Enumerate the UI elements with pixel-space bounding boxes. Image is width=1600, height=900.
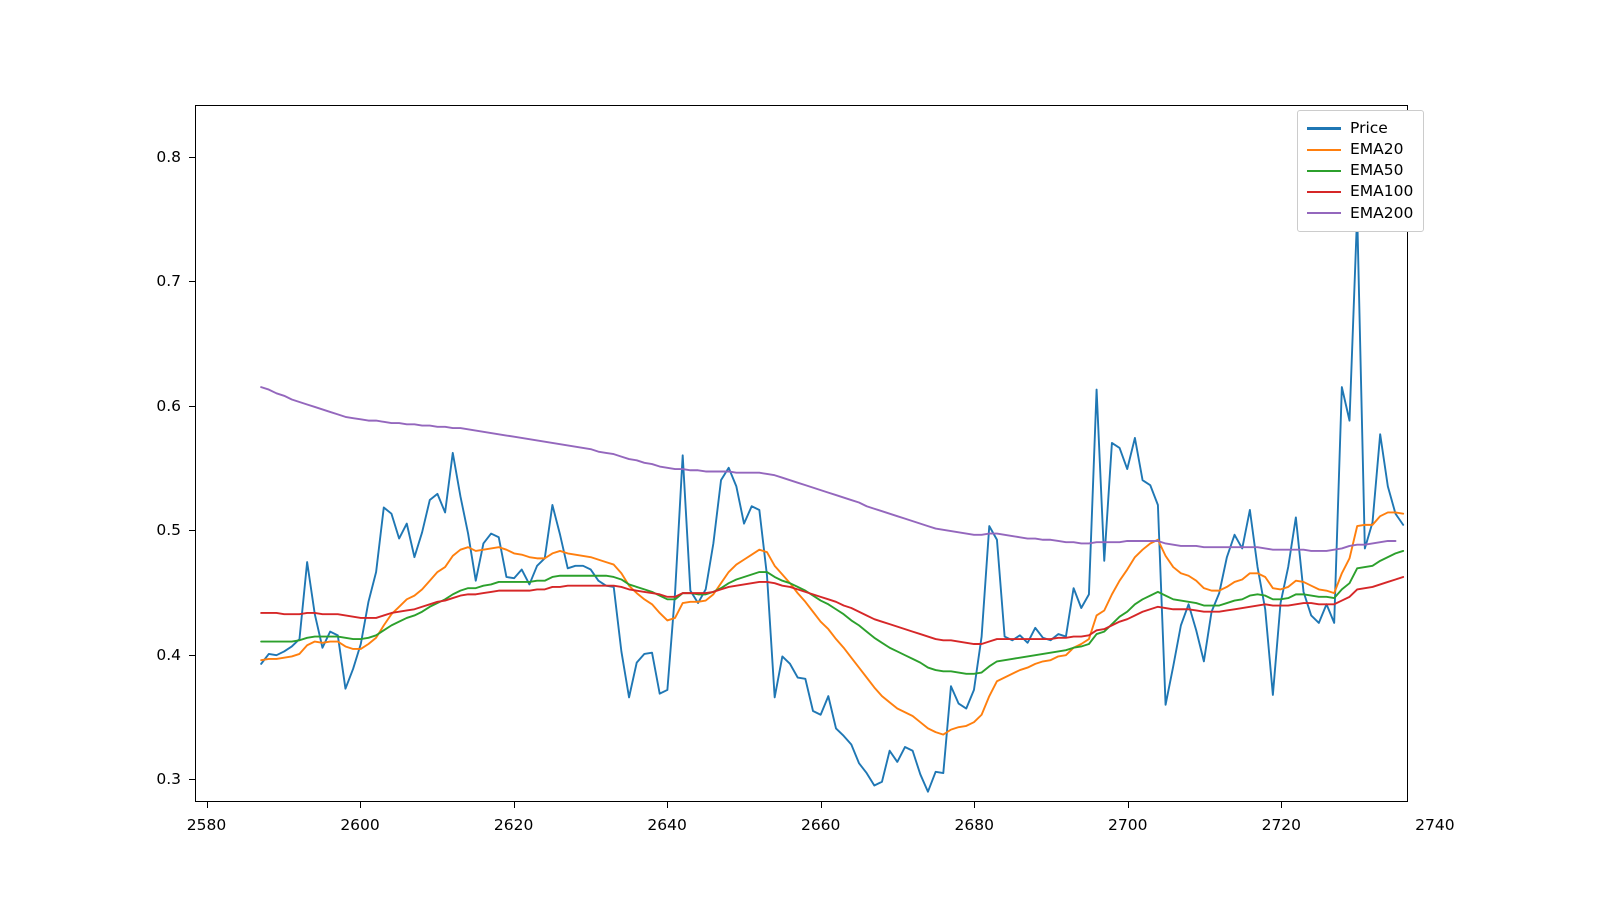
legend-entry[interactable]: EMA20 — [1307, 139, 1413, 160]
x-tick-label: 2660 — [800, 816, 841, 834]
y-tick-label: 0.5 — [156, 521, 181, 540]
plot-lines — [196, 106, 1407, 801]
chart-legend: Price EMA20 EMA50 EMA100 EMA200 — [1297, 110, 1425, 232]
x-tick-label: 2640 — [647, 816, 687, 834]
y-tick-label: 0.4 — [156, 645, 181, 664]
legend-color-swatch — [1307, 127, 1341, 130]
x-tick-label: 2680 — [954, 816, 994, 834]
series-line-price — [261, 213, 1403, 791]
plot-area — [195, 105, 1408, 802]
legend-label: EMA200 — [1350, 203, 1414, 222]
y-tick-label: 0.6 — [156, 396, 181, 415]
x-tick-mark — [1281, 802, 1283, 808]
x-tick-mark — [1127, 802, 1129, 808]
legend-color-swatch — [1307, 212, 1341, 215]
legend-entry[interactable]: Price — [1307, 118, 1413, 139]
series-line-ema100 — [261, 577, 1403, 644]
y-tick-mark — [189, 281, 195, 283]
y-tick-label: 0.7 — [156, 272, 181, 291]
x-tick-label: 2620 — [493, 816, 534, 834]
y-tick-mark — [189, 156, 195, 158]
legend-color-swatch — [1307, 148, 1341, 151]
x-tick-mark — [667, 802, 669, 808]
y-tick-label: 0.8 — [156, 147, 181, 166]
x-tick-mark — [513, 802, 515, 808]
y-tick-mark — [189, 654, 195, 656]
x-tick-label: 2580 — [186, 816, 227, 834]
legend-label: EMA20 — [1350, 140, 1404, 159]
legend-color-swatch — [1307, 191, 1341, 194]
legend-label: Price — [1350, 118, 1388, 137]
series-line-ema20 — [261, 512, 1403, 734]
x-tick-label: 2700 — [1108, 816, 1148, 834]
legend-entry[interactable]: EMA200 — [1307, 203, 1413, 224]
legend-entry[interactable]: EMA100 — [1307, 182, 1413, 203]
legend-label: EMA50 — [1350, 161, 1404, 180]
legend-color-swatch — [1307, 169, 1341, 173]
x-tick-mark — [206, 802, 208, 808]
x-tick-mark — [974, 802, 976, 808]
y-tick-mark — [189, 530, 195, 532]
y-tick-mark — [189, 405, 195, 407]
x-tick-mark — [820, 802, 822, 808]
legend-label: EMA100 — [1350, 182, 1414, 201]
y-tick-label: 0.3 — [156, 769, 181, 788]
x-tick-label: 2740 — [1415, 816, 1455, 834]
series-line-ema50 — [261, 551, 1403, 674]
y-tick-mark — [189, 778, 195, 781]
x-tick-mark — [360, 802, 362, 808]
x-tick-label: 2600 — [340, 816, 380, 834]
x-tick-label: 2720 — [1261, 816, 1302, 834]
legend-entry[interactable]: EMA50 — [1307, 160, 1413, 181]
series-line-ema200 — [261, 387, 1395, 551]
